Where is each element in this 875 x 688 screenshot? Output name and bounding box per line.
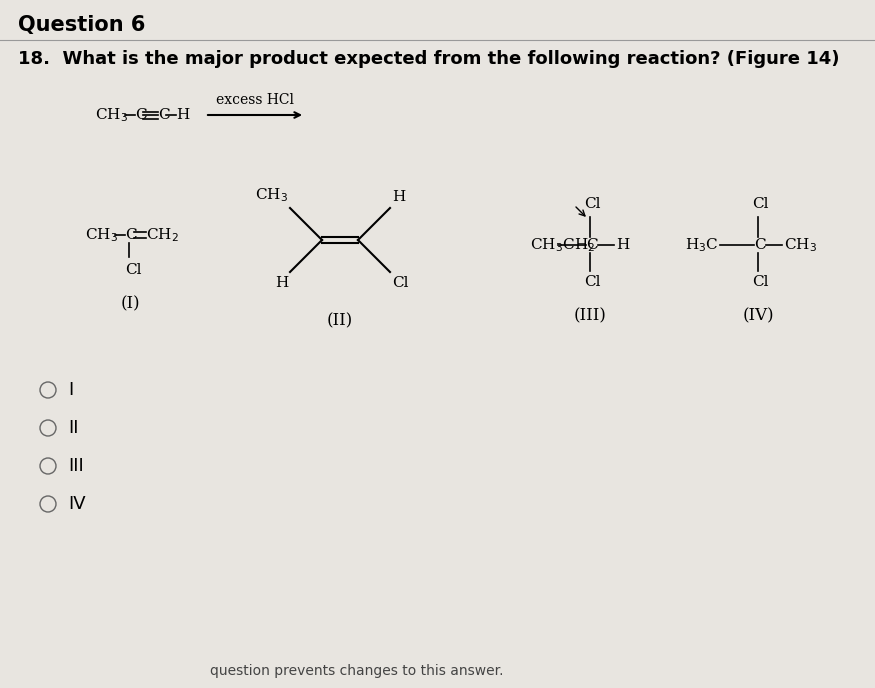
Text: II: II: [68, 419, 79, 437]
Text: 18.  What is the major product expected from the following reaction? (Figure 14): 18. What is the major product expected f…: [18, 50, 839, 68]
Text: CH$_3$: CH$_3$: [85, 226, 118, 244]
Text: CH$_2$: CH$_2$: [146, 226, 178, 244]
Text: H: H: [616, 238, 629, 252]
Text: IV: IV: [68, 495, 86, 513]
Text: Question 6: Question 6: [18, 15, 145, 35]
Text: I: I: [68, 381, 74, 399]
Text: Cl: Cl: [584, 197, 600, 211]
Text: C: C: [135, 108, 147, 122]
Text: CH$_3$CH$_2$: CH$_3$CH$_2$: [530, 236, 595, 254]
Text: CH$_3$: CH$_3$: [255, 186, 288, 204]
Text: CH$_3$: CH$_3$: [95, 106, 128, 124]
Text: H: H: [275, 276, 288, 290]
Text: (IV): (IV): [742, 307, 774, 324]
Text: C: C: [586, 238, 598, 252]
Text: Cl: Cl: [752, 197, 768, 211]
Text: (III): (III): [574, 307, 606, 324]
Text: excess HCl: excess HCl: [216, 93, 294, 107]
Text: question prevents changes to this answer.: question prevents changes to this answer…: [210, 664, 503, 678]
Text: Cl: Cl: [125, 263, 142, 277]
Text: (I): (I): [120, 295, 140, 312]
Text: Cl: Cl: [392, 276, 409, 290]
Text: CH$_3$: CH$_3$: [784, 236, 817, 254]
Text: H: H: [176, 108, 189, 122]
Text: Cl: Cl: [584, 275, 600, 289]
Text: Cl: Cl: [752, 275, 768, 289]
Text: H$_3$C: H$_3$C: [684, 236, 718, 254]
Text: H: H: [392, 190, 405, 204]
Text: C: C: [158, 108, 170, 122]
Text: (II): (II): [327, 312, 354, 329]
Text: C: C: [125, 228, 136, 242]
Text: III: III: [68, 457, 84, 475]
Text: C: C: [754, 238, 766, 252]
